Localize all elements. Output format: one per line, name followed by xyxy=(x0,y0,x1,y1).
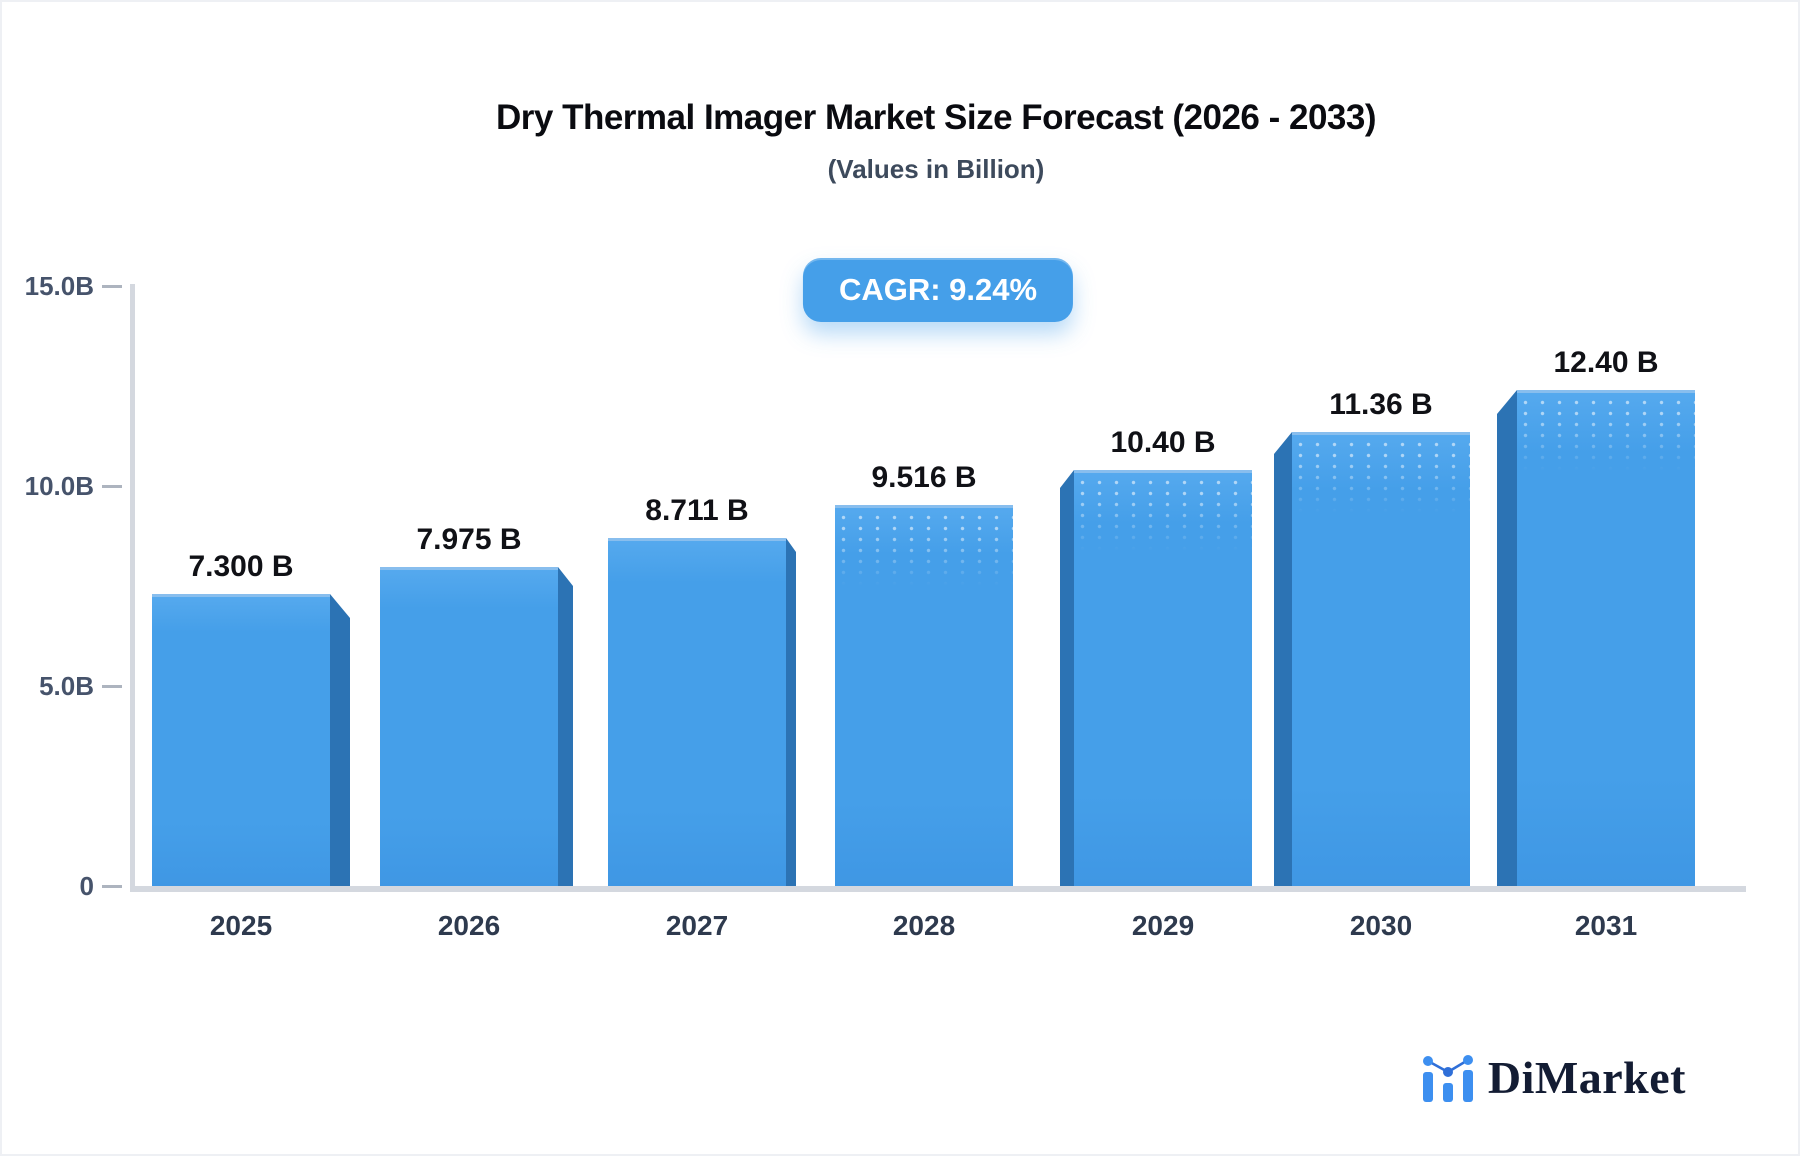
cagr-badge: CAGR: 9.24% xyxy=(802,258,1074,322)
bar-side-panel xyxy=(558,567,573,886)
x-tick-label: 2031 xyxy=(1574,910,1638,941)
bar-value-label: 12.40 B xyxy=(1553,346,1659,379)
bar-halftone-texture xyxy=(835,512,1013,586)
y-axis-tick xyxy=(102,285,122,288)
y-axis-line xyxy=(130,284,135,890)
brand-logo: DiMarket xyxy=(1422,1051,1686,1104)
x-tick-label: 2030 xyxy=(1349,910,1413,941)
bar-value-label: 7.975 B xyxy=(416,523,522,556)
chart-header: Dry Thermal Imager Market Size Forecast … xyxy=(132,98,1740,185)
y-tick-label: 15.0B xyxy=(24,271,94,301)
bar xyxy=(835,505,1013,886)
y-tick-label: 0 xyxy=(79,871,94,901)
bar xyxy=(608,538,786,886)
bar-chart-sparkline-icon xyxy=(1422,1054,1473,1102)
bar xyxy=(1292,432,1470,886)
bar-side-panel xyxy=(1060,470,1074,886)
x-tick-label: 2026 xyxy=(437,910,501,941)
y-tick-label: 5.0B xyxy=(39,671,94,701)
chart-subtitle: (Values in Billion) xyxy=(827,154,1045,184)
bar-side-panel xyxy=(330,594,350,886)
bar xyxy=(380,567,558,886)
bar-side-panel xyxy=(1274,432,1292,886)
bar-side-panel xyxy=(1497,390,1517,886)
bar xyxy=(1074,470,1252,886)
bar-value-label: 10.40 B xyxy=(1110,426,1216,459)
y-tick-label: 10.0B xyxy=(24,471,94,501)
bar-halftone-texture xyxy=(1074,477,1252,551)
logo-text: DiMarket xyxy=(1487,1052,1686,1103)
bar-value-label: 11.36 B xyxy=(1329,388,1433,421)
bar xyxy=(1517,390,1695,886)
y-axis-tick xyxy=(102,685,122,688)
bar xyxy=(152,594,330,886)
bar-value-label: 9.516 B xyxy=(871,461,977,494)
x-tick-label: 2029 xyxy=(1131,910,1195,941)
bar-halftone-texture xyxy=(1292,439,1470,513)
x-axis-line xyxy=(130,886,1746,892)
x-tick-label: 2028 xyxy=(892,910,956,941)
y-axis-tick xyxy=(102,885,122,888)
chart-title: Dry Thermal Imager Market Size Forecast … xyxy=(495,98,1377,137)
bar-value-label: 8.711 B xyxy=(645,494,749,527)
bar-side-panel xyxy=(786,538,796,886)
y-axis-tick xyxy=(102,485,122,488)
bar-halftone-texture xyxy=(1517,397,1695,471)
bar-value-label: 7.300 B xyxy=(188,550,294,583)
x-tick-label: 2027 xyxy=(665,910,729,941)
x-tick-label: 2025 xyxy=(209,910,273,941)
